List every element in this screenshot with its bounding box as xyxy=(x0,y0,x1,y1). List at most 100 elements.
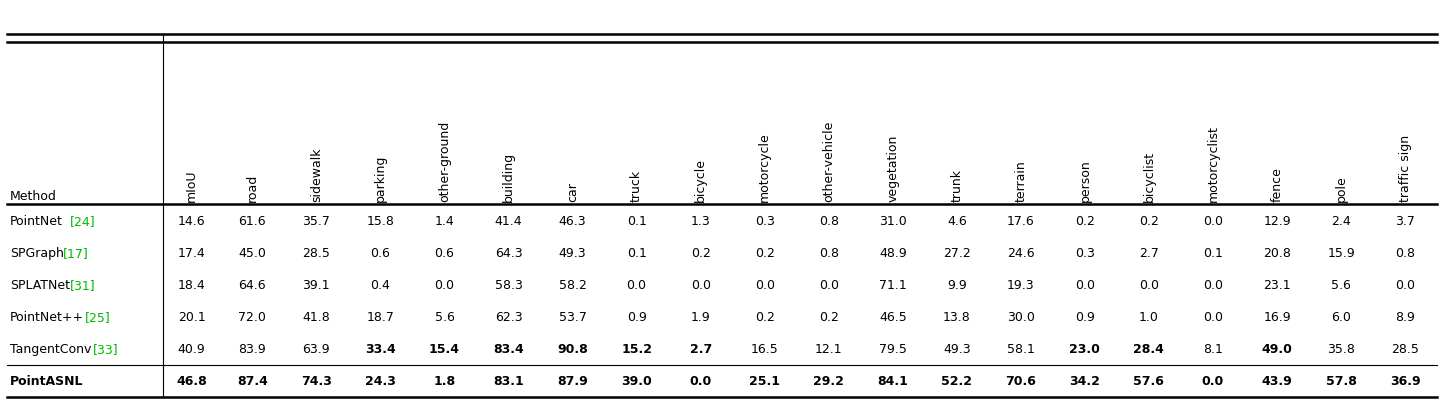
Text: 2.7: 2.7 xyxy=(690,342,711,355)
Text: 49.3: 49.3 xyxy=(943,342,971,355)
Text: truck: truck xyxy=(631,169,644,201)
Text: 46.8: 46.8 xyxy=(176,374,207,387)
Text: PointASNL: PointASNL xyxy=(10,374,84,387)
Text: 13.8: 13.8 xyxy=(943,310,971,323)
Text: 0.0: 0.0 xyxy=(435,278,455,291)
Text: 0.0: 0.0 xyxy=(1202,214,1223,227)
Text: 9.9: 9.9 xyxy=(948,278,966,291)
Text: 0.0: 0.0 xyxy=(1139,278,1159,291)
Text: 58.1: 58.1 xyxy=(1007,342,1035,355)
Text: car: car xyxy=(566,181,579,201)
Text: 34.2: 34.2 xyxy=(1070,374,1100,387)
Text: SPGraph: SPGraph xyxy=(10,246,63,259)
Text: 29.2: 29.2 xyxy=(814,374,844,387)
Text: 1.4: 1.4 xyxy=(435,214,455,227)
Text: 0.0: 0.0 xyxy=(819,278,838,291)
Text: 28.4: 28.4 xyxy=(1133,342,1165,355)
Text: 17.6: 17.6 xyxy=(1007,214,1035,227)
Text: 5.6: 5.6 xyxy=(435,310,455,323)
Text: 0.8: 0.8 xyxy=(1395,246,1416,259)
Text: 58.2: 58.2 xyxy=(559,278,586,291)
Text: 64.3: 64.3 xyxy=(495,246,523,259)
Text: 62.3: 62.3 xyxy=(495,310,523,323)
Text: road: road xyxy=(246,173,259,201)
Text: other-vehicle: other-vehicle xyxy=(822,120,835,201)
Text: 3.7: 3.7 xyxy=(1395,214,1416,227)
Text: 39.1: 39.1 xyxy=(302,278,330,291)
Text: 20.8: 20.8 xyxy=(1263,246,1290,259)
Text: 2.7: 2.7 xyxy=(1139,246,1159,259)
Text: 64.6: 64.6 xyxy=(239,278,266,291)
Text: 79.5: 79.5 xyxy=(878,342,907,355)
Text: 16.5: 16.5 xyxy=(750,342,779,355)
Text: TangentConv: TangentConv xyxy=(10,342,92,355)
Text: fence: fence xyxy=(1270,166,1283,201)
Text: 90.8: 90.8 xyxy=(557,342,588,355)
Text: 25.1: 25.1 xyxy=(749,374,780,387)
Text: 17.4: 17.4 xyxy=(177,246,206,259)
Text: [17]: [17] xyxy=(62,246,88,259)
Text: 0.8: 0.8 xyxy=(819,246,838,259)
Text: 0.2: 0.2 xyxy=(1139,214,1159,227)
Text: 0.1: 0.1 xyxy=(626,214,647,227)
Text: PointNet: PointNet xyxy=(10,214,63,227)
Text: 4.6: 4.6 xyxy=(948,214,966,227)
Text: mIoU: mIoU xyxy=(184,169,199,201)
Text: 49.0: 49.0 xyxy=(1261,342,1293,355)
Text: 0.4: 0.4 xyxy=(370,278,390,291)
Text: 0.0: 0.0 xyxy=(626,278,647,291)
Text: 1.8: 1.8 xyxy=(433,374,455,387)
Text: 49.3: 49.3 xyxy=(559,246,586,259)
Text: 40.9: 40.9 xyxy=(177,342,206,355)
Text: 24.3: 24.3 xyxy=(364,374,396,387)
Text: 0.6: 0.6 xyxy=(370,246,390,259)
Text: 41.4: 41.4 xyxy=(495,214,523,227)
Text: 52.2: 52.2 xyxy=(942,374,972,387)
Text: 83.1: 83.1 xyxy=(492,374,524,387)
Text: 15.9: 15.9 xyxy=(1328,246,1355,259)
Text: bicycle: bicycle xyxy=(694,158,707,201)
Text: 0.0: 0.0 xyxy=(755,278,775,291)
Text: 28.5: 28.5 xyxy=(1391,342,1418,355)
Text: pole: pole xyxy=(1335,175,1348,201)
Text: person: person xyxy=(1079,159,1092,201)
Text: 57.8: 57.8 xyxy=(1326,374,1356,387)
Text: 0.8: 0.8 xyxy=(819,214,838,227)
Text: 15.8: 15.8 xyxy=(367,214,395,227)
Text: sidewalk: sidewalk xyxy=(310,147,323,201)
Text: 74.3: 74.3 xyxy=(301,374,331,387)
Text: 0.0: 0.0 xyxy=(1202,374,1224,387)
Text: 0.0: 0.0 xyxy=(1395,278,1416,291)
Text: 87.4: 87.4 xyxy=(238,374,268,387)
Text: 0.9: 0.9 xyxy=(626,310,647,323)
Text: 8.1: 8.1 xyxy=(1202,342,1223,355)
Text: trunk: trunk xyxy=(950,168,963,201)
Text: 18.7: 18.7 xyxy=(367,310,395,323)
Text: 48.9: 48.9 xyxy=(878,246,907,259)
Text: 5.6: 5.6 xyxy=(1331,278,1351,291)
Text: 0.3: 0.3 xyxy=(755,214,775,227)
Text: 61.6: 61.6 xyxy=(239,214,266,227)
Text: 84.1: 84.1 xyxy=(877,374,909,387)
Text: 18.4: 18.4 xyxy=(177,278,206,291)
Text: 8.9: 8.9 xyxy=(1395,310,1416,323)
Text: parking: parking xyxy=(374,154,387,201)
Text: 0.0: 0.0 xyxy=(1074,278,1094,291)
Text: 23.1: 23.1 xyxy=(1263,278,1290,291)
Text: 1.0: 1.0 xyxy=(1139,310,1159,323)
Text: 12.9: 12.9 xyxy=(1263,214,1290,227)
Text: 0.1: 0.1 xyxy=(1202,246,1223,259)
Text: 46.5: 46.5 xyxy=(878,310,907,323)
Text: 36.9: 36.9 xyxy=(1390,374,1420,387)
Text: 6.0: 6.0 xyxy=(1331,310,1351,323)
Text: 19.3: 19.3 xyxy=(1007,278,1035,291)
Text: [24]: [24] xyxy=(71,214,95,227)
Text: 0.0: 0.0 xyxy=(691,278,710,291)
Text: 39.0: 39.0 xyxy=(621,374,652,387)
Text: 70.6: 70.6 xyxy=(1005,374,1037,387)
Text: [31]: [31] xyxy=(71,278,95,291)
Text: 83.9: 83.9 xyxy=(239,342,266,355)
Text: 27.2: 27.2 xyxy=(943,246,971,259)
Text: 16.9: 16.9 xyxy=(1263,310,1290,323)
Text: 35.8: 35.8 xyxy=(1328,342,1355,355)
